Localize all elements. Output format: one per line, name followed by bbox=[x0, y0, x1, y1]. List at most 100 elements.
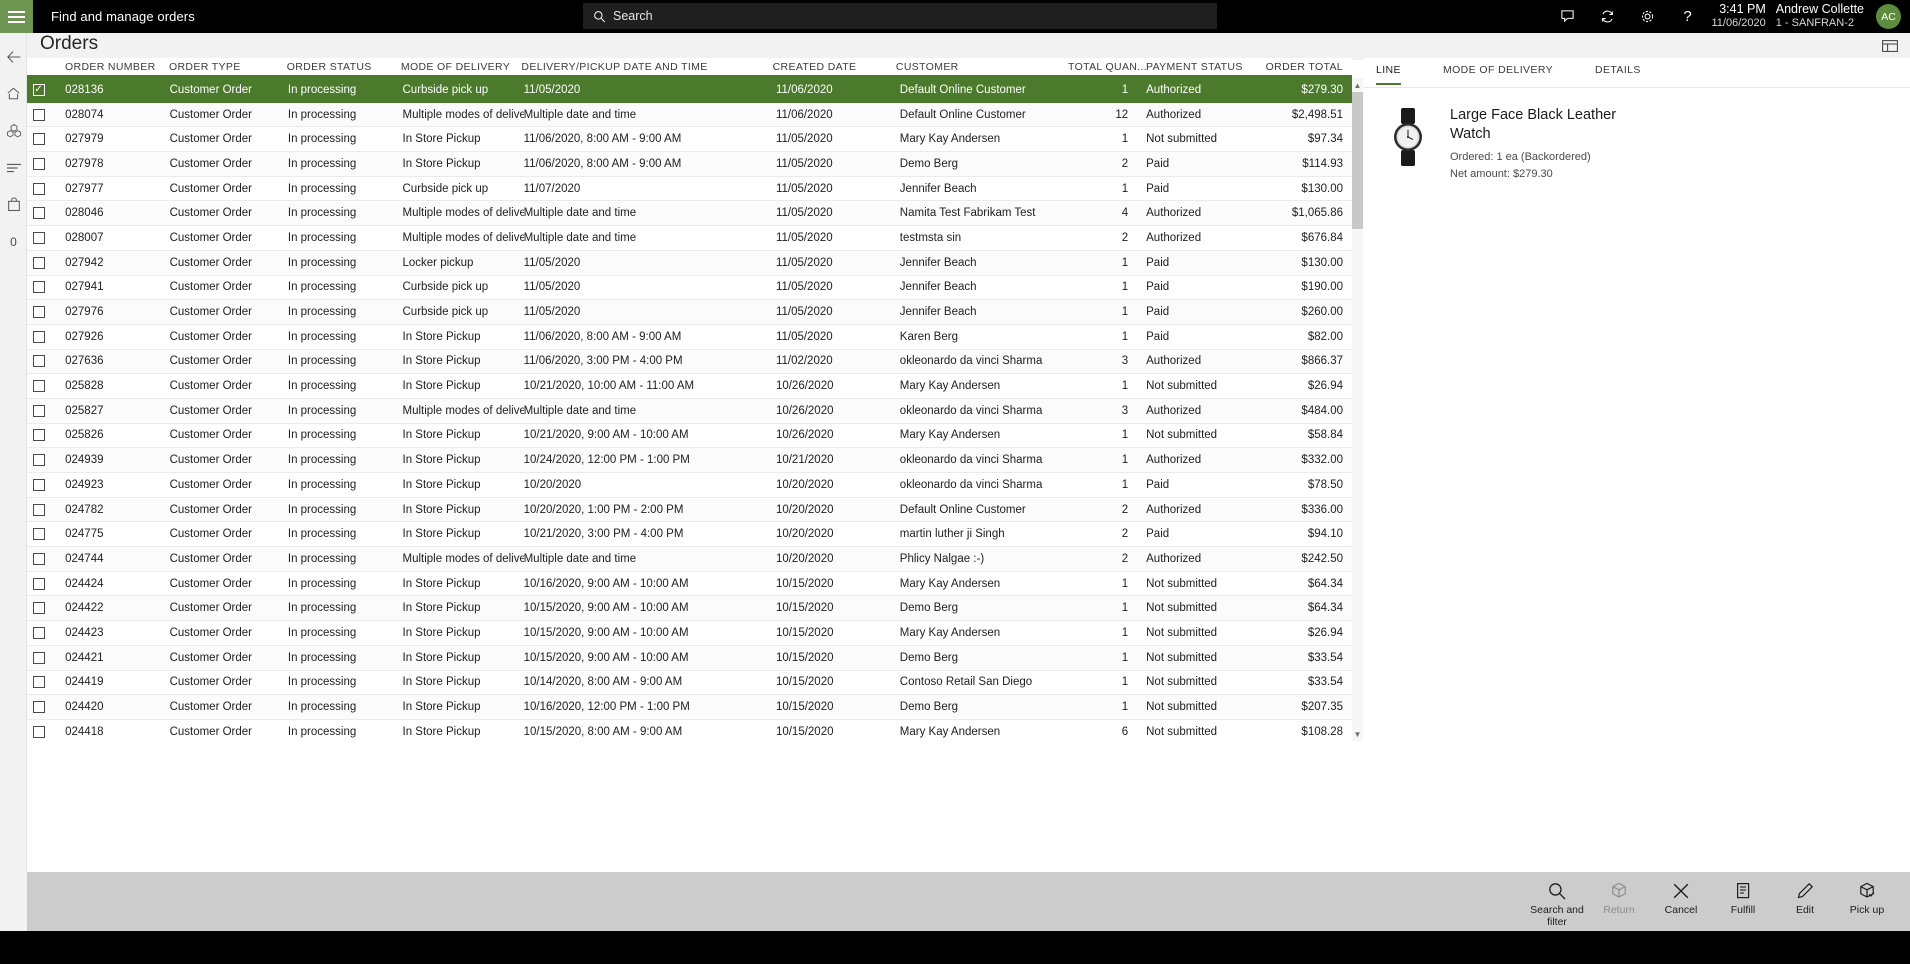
row-checkbox[interactable]: ✓ bbox=[27, 404, 50, 417]
table-row[interactable]: ✓ 025828 Customer Order In processing In Sto… bbox=[27, 374, 1352, 399]
column-header-customer[interactable]: CUSTOMER bbox=[895, 60, 959, 73]
row-checkbox[interactable]: ✓ bbox=[27, 429, 50, 442]
column-header-order-type[interactable]: ORDER TYPE bbox=[168, 60, 241, 73]
table-row[interactable]: ✓ 024744 Customer Order In processing Multip… bbox=[27, 547, 1352, 572]
table-row[interactable]: ✓ 027978 Customer Order In processing In Sto… bbox=[27, 152, 1352, 177]
table-row[interactable]: ✓ 024782 Customer Order In processing In Sto… bbox=[27, 497, 1352, 523]
column-header-order-status[interactable]: ORDER STATUS bbox=[286, 60, 372, 73]
scroll-down-icon[interactable]: ▼ bbox=[1353, 729, 1362, 739]
products-icon[interactable] bbox=[0, 112, 27, 149]
cell-order-total: $114.93 bbox=[1302, 157, 1343, 170]
avatar[interactable]: AC bbox=[1876, 4, 1901, 29]
row-checkbox[interactable]: ✓ bbox=[27, 651, 50, 664]
table-row[interactable]: ✓ 028074 Customer Order In processing Multip… bbox=[27, 102, 1352, 128]
table-row[interactable]: ✓ 028046 Customer Order In processing Multip… bbox=[27, 201, 1352, 227]
global-search-input[interactable]: Search bbox=[583, 3, 1217, 29]
column-header-delivery-datetime[interactable]: DELIVERY/PICKUP DATE AND TIME bbox=[521, 60, 708, 73]
search-and-filter-button[interactable]: Search and filter bbox=[1526, 874, 1588, 929]
table-row[interactable]: ✓ 028007 Customer Order In processing Multip… bbox=[27, 226, 1352, 251]
table-row[interactable]: ✓ 024421 Customer Order In processing In Sto… bbox=[27, 645, 1352, 671]
row-checkbox[interactable]: ✓ bbox=[27, 454, 50, 467]
table-row[interactable]: ✓ 027941 Customer Order In processing Curbsi… bbox=[27, 275, 1352, 301]
gear-icon[interactable] bbox=[1628, 0, 1668, 33]
row-checkbox[interactable]: ✓ bbox=[27, 602, 50, 615]
list-icon[interactable] bbox=[0, 149, 27, 186]
pick-up-button[interactable]: Pick up bbox=[1836, 874, 1898, 929]
table-row[interactable]: ✓ 024775 Customer Order In processing In Sto… bbox=[27, 522, 1352, 548]
row-checkbox[interactable]: ✓ bbox=[27, 725, 50, 738]
column-header-mode-of-delivery[interactable]: MODE OF DELIVERY bbox=[400, 60, 511, 73]
row-checkbox[interactable]: ✓ bbox=[27, 478, 50, 491]
table-row[interactable]: ✓ 024419 Customer Order In processing In Sto… bbox=[27, 670, 1352, 696]
table-row[interactable]: ✓ 027926 Customer Order In processing In Sto… bbox=[27, 324, 1352, 350]
cell-total-quantity: 4 bbox=[1121, 207, 1129, 220]
table-row[interactable]: ✓ 027636 Customer Order In processing In Sto… bbox=[27, 349, 1352, 375]
help-icon[interactable]: ? bbox=[1683, 8, 1692, 25]
fulfill-button[interactable]: Fulfill bbox=[1712, 874, 1774, 929]
table-row[interactable]: ✓ 027976 Customer Order In processing Curbsi… bbox=[27, 300, 1352, 325]
note-icon[interactable] bbox=[1548, 0, 1588, 33]
cart-icon[interactable] bbox=[0, 186, 27, 223]
cell-mode-of-delivery: In Store Pickup bbox=[402, 133, 481, 146]
edit-button[interactable]: Edit bbox=[1774, 874, 1836, 929]
hamburger-menu-button[interactable] bbox=[0, 0, 33, 33]
cell-order-status: In processing bbox=[287, 133, 357, 146]
table-row[interactable]: ✓ 024418 Customer Order In processing In Sto… bbox=[27, 719, 1352, 738]
table-row[interactable]: ✓ 024420 Customer Order In processing In Sto… bbox=[27, 695, 1352, 720]
cell-mode-of-delivery: Multiple modes of delivery bbox=[402, 552, 524, 565]
table-row[interactable]: ✓ 028136 Customer Order In processing Curbsi… bbox=[27, 78, 1352, 103]
cell-payment-status: Authorized bbox=[1146, 108, 1202, 121]
row-checkbox[interactable]: ✓ bbox=[27, 108, 50, 121]
tab-line[interactable]: LINE bbox=[1376, 58, 1401, 85]
row-checkbox[interactable]: ✓ bbox=[27, 231, 50, 244]
cancel-button[interactable]: Cancel bbox=[1650, 874, 1712, 929]
grid-view-icon[interactable] bbox=[1882, 39, 1898, 57]
scrollbar-thumb[interactable] bbox=[1352, 92, 1363, 229]
table-row[interactable]: ✓ 027979 Customer Order In processing In Sto… bbox=[27, 127, 1352, 153]
home-icon[interactable] bbox=[0, 75, 27, 112]
tab-details[interactable]: DETAILS bbox=[1595, 64, 1641, 76]
row-checkbox[interactable]: ✓ bbox=[27, 701, 50, 714]
row-checkbox[interactable]: ✓ bbox=[27, 330, 50, 343]
back-arrow-icon[interactable] bbox=[0, 38, 27, 75]
refresh-icon[interactable] bbox=[1588, 0, 1628, 33]
table-row[interactable]: ✓ 025826 Customer Order In processing In Sto… bbox=[27, 423, 1352, 449]
table-row[interactable]: ✓ 027977 Customer Order In processing Curbsi… bbox=[27, 176, 1352, 202]
row-checkbox[interactable]: ✓ bbox=[27, 626, 50, 639]
column-header-order-total[interactable]: ORDER TOTAL bbox=[1265, 60, 1343, 73]
row-checkbox[interactable]: ✓ bbox=[27, 503, 50, 516]
scroll-up-icon[interactable]: ▲ bbox=[1353, 80, 1362, 90]
row-checkbox[interactable]: ✓ bbox=[27, 552, 50, 565]
cell-delivery-datetime: 10/16/2020, 12:00 PM - 1:00 PM bbox=[523, 701, 690, 714]
column-header-total-quantity[interactable]: TOTAL QUAN... bbox=[1068, 60, 1148, 73]
row-checkbox[interactable]: ✓ bbox=[27, 133, 50, 146]
row-checkbox[interactable]: ✓ bbox=[27, 577, 50, 590]
user-info[interactable]: Andrew Collette 1 - SANFRAN-2 bbox=[1776, 2, 1876, 31]
row-checkbox[interactable]: ✓ bbox=[27, 528, 50, 541]
order-line-item[interactable]: Large Face Black Leather Watch Ordered: … bbox=[1364, 88, 1910, 182]
row-checkbox[interactable]: ✓ bbox=[27, 256, 50, 269]
cell-order-type: Customer Order bbox=[169, 355, 252, 368]
cell-created-date: 11/05/2020 bbox=[775, 207, 833, 220]
row-checkbox[interactable]: ✓ bbox=[27, 355, 50, 368]
grid-scrollbar[interactable]: ▲ ▼ bbox=[1352, 78, 1363, 741]
table-row[interactable]: ✓ 024923 Customer Order In processing In Sto… bbox=[27, 473, 1352, 498]
tab-mode-of-delivery[interactable]: MODE OF DELIVERY bbox=[1442, 64, 1554, 76]
row-checkbox[interactable]: ✓ bbox=[27, 182, 50, 195]
row-checkbox[interactable]: ✓ bbox=[32, 83, 45, 96]
table-row[interactable]: ✓ 024422 Customer Order In processing In Sto… bbox=[27, 596, 1352, 622]
table-row[interactable]: ✓ 024424 Customer Order In processing In Sto… bbox=[27, 571, 1352, 597]
row-checkbox[interactable]: ✓ bbox=[27, 207, 50, 220]
column-header-order-number[interactable]: ORDER NUMBER bbox=[65, 60, 156, 73]
table-row[interactable]: ✓ 024939 Customer Order In processing In Sto… bbox=[27, 448, 1352, 473]
column-header-payment-status[interactable]: PAYMENT STATUS bbox=[1146, 60, 1243, 73]
row-checkbox[interactable]: ✓ bbox=[27, 380, 50, 393]
column-header-created-date[interactable]: CREATED DATE bbox=[772, 60, 857, 73]
table-row[interactable]: ✓ 025827 Customer Order In processing Multip… bbox=[27, 398, 1352, 424]
row-checkbox[interactable]: ✓ bbox=[27, 306, 50, 319]
table-row[interactable]: ✓ 027942 Customer Order In processing Locker… bbox=[27, 250, 1352, 276]
row-checkbox[interactable]: ✓ bbox=[27, 676, 50, 689]
row-checkbox[interactable]: ✓ bbox=[27, 157, 50, 170]
row-checkbox[interactable]: ✓ bbox=[27, 281, 50, 294]
table-row[interactable]: ✓ 024423 Customer Order In processing In Sto… bbox=[27, 621, 1352, 646]
